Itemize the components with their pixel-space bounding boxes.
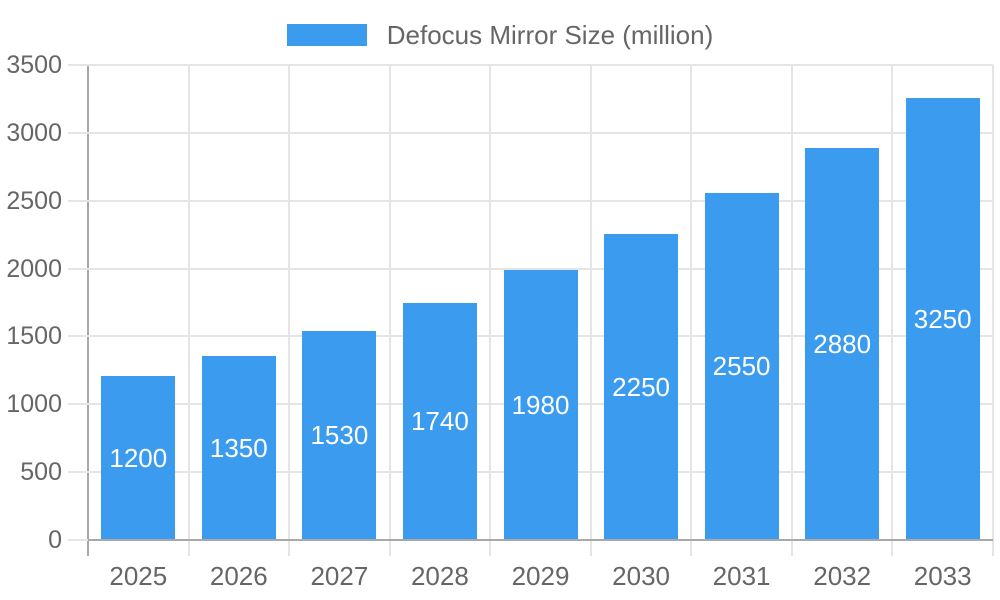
x-axis-tick-label: 2025 <box>109 561 168 591</box>
bar[interactable]: 3250 <box>905 98 980 539</box>
bar-value-label: 1530 <box>310 420 369 450</box>
vertical-gridline <box>187 65 190 556</box>
x-axis-tick-label: 2029 <box>511 561 570 591</box>
y-axis-tick-label: 1000 <box>6 390 62 419</box>
y-axis-tick-label: 2500 <box>6 186 62 215</box>
vertical-gridline <box>790 65 793 556</box>
bar-value-label: 2250 <box>612 371 671 402</box>
bar-value-label: 2880 <box>813 328 872 359</box>
bar[interactable]: 2550 <box>704 193 779 539</box>
horizontal-gridline <box>68 131 993 134</box>
y-axis-tick-label: 500 <box>20 458 62 487</box>
vertical-gridline <box>891 65 894 556</box>
y-axis-line <box>87 65 89 556</box>
vertical-gridline <box>690 65 693 556</box>
bar[interactable]: 2880 <box>805 148 880 539</box>
x-axis-tick-label: 2033 <box>913 561 972 591</box>
bar-value-label: 2550 <box>712 351 771 381</box>
x-axis-tick-label: 2028 <box>410 561 469 591</box>
vertical-gridline <box>992 65 994 556</box>
bar-value-label: 1740 <box>410 406 469 436</box>
x-axis-tick-label: 2027 <box>310 561 369 591</box>
bar[interactable]: 1200 <box>101 376 176 539</box>
x-axis-tick-label: 2031 <box>712 561 771 591</box>
bar-value-label: 3250 <box>913 303 972 334</box>
bar[interactable]: 1740 <box>402 303 477 539</box>
y-axis-tick-label: 1500 <box>6 322 62 351</box>
legend-label: Defocus Mirror Size (million) <box>386 20 714 50</box>
x-axis-tick-label: 2030 <box>612 561 671 591</box>
x-axis-line <box>88 539 993 541</box>
bar[interactable]: 1980 <box>503 270 578 539</box>
bar-value-label: 1350 <box>209 432 268 463</box>
bar-value-label: 1200 <box>109 442 168 473</box>
bar[interactable]: 1530 <box>302 331 377 539</box>
y-axis-tick-label: 3500 <box>6 51 62 79</box>
legend-item[interactable]: Defocus Mirror Size (million) <box>0 20 1000 50</box>
y-tick-mark <box>68 539 88 541</box>
bar[interactable]: 1350 <box>201 356 276 539</box>
vertical-gridline <box>288 65 291 556</box>
y-axis-tick-label: 0 <box>48 526 62 554</box>
vertical-gridline <box>489 65 492 556</box>
bar[interactable]: 2250 <box>604 234 679 539</box>
x-axis-tick-label: 2026 <box>209 561 268 591</box>
bar-value-label: 1980 <box>511 389 570 420</box>
y-axis-tick-label: 3000 <box>6 118 62 147</box>
vertical-gridline <box>388 65 391 556</box>
x-axis-tick-label: 2032 <box>813 561 872 591</box>
vertical-gridline <box>589 65 592 556</box>
y-axis-tick-label: 2000 <box>6 254 62 283</box>
legend-swatch <box>286 24 367 46</box>
horizontal-gridline <box>68 64 993 66</box>
